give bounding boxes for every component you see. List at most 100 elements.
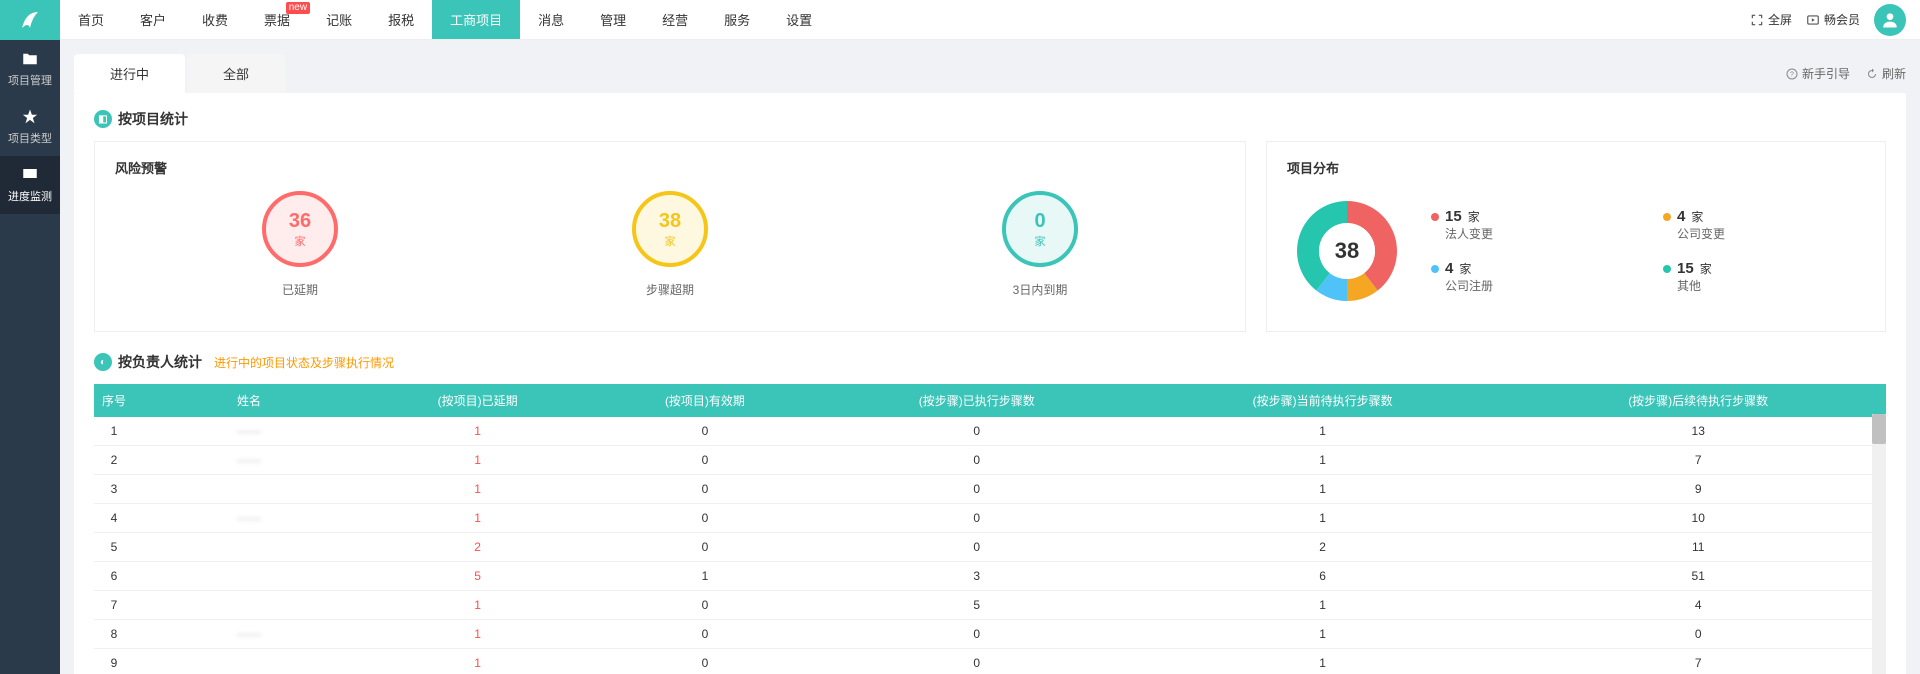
tab-0[interactable]: 进行中 bbox=[74, 54, 185, 93]
topnav-item-7[interactable]: 消息 bbox=[520, 0, 582, 39]
topnav-item-8[interactable]: 管理 bbox=[582, 0, 644, 39]
topnav-item-9[interactable]: 经营 bbox=[644, 0, 706, 39]
table-cell: 5 bbox=[364, 562, 591, 591]
risk-circle-1[interactable]: 38家步骤超期 bbox=[632, 191, 708, 298]
table-cell bbox=[134, 533, 364, 562]
table-row[interactable]: 310019 bbox=[94, 475, 1886, 504]
topnav-item-2[interactable]: 收费 bbox=[184, 0, 246, 39]
fullscreen-icon bbox=[1750, 13, 1764, 27]
sidebar-item-2[interactable]: 进度监测 bbox=[0, 156, 60, 214]
topnav-item-5[interactable]: 报税 bbox=[370, 0, 432, 39]
topnav-item-6[interactable]: 工商项目 bbox=[432, 0, 520, 39]
table-header-5[interactable]: (按步骤)当前待执行步骤数 bbox=[1135, 384, 1511, 417]
table-cell: 1 bbox=[1135, 475, 1511, 504]
table-header-4[interactable]: (按步骤)已执行步骤数 bbox=[819, 384, 1135, 417]
table-row[interactable]: 710514 bbox=[94, 591, 1886, 620]
member-button[interactable]: 畅会员 bbox=[1806, 11, 1860, 28]
table-row[interactable]: 4——100110 bbox=[94, 504, 1886, 533]
table-cell: 8 bbox=[94, 620, 134, 649]
table-cell: 1 bbox=[1135, 446, 1511, 475]
sidebar-item-1[interactable]: 项目类型 bbox=[0, 98, 60, 156]
table-cell: 0 bbox=[819, 620, 1135, 649]
help-icon: ? bbox=[1786, 68, 1798, 80]
sidebar-item-0[interactable]: 项目管理 bbox=[0, 40, 60, 98]
fullscreen-label: 全屏 bbox=[1768, 11, 1792, 28]
legend-item-2[interactable]: 4家公司注册 bbox=[1431, 260, 1633, 294]
table-row[interactable]: 2——10017 bbox=[94, 446, 1886, 475]
stats-row: 风险预警 36家已延期38家步骤超期0家3日内到期 项目分布 38 15家法人变… bbox=[94, 141, 1886, 332]
tabs-actions: ? 新手引导 刷新 bbox=[1786, 65, 1906, 82]
stats-panel: ◧ 按项目统计 风险预警 36家已延期38家步骤超期0家3日内到期 项目分布 3… bbox=[74, 93, 1906, 674]
tab-1[interactable]: 全部 bbox=[187, 54, 285, 93]
risk-circle-2[interactable]: 0家3日内到期 bbox=[1002, 191, 1078, 298]
tabs-row: 进行中全部 ? 新手引导 刷新 bbox=[74, 54, 1906, 93]
table-row[interactable]: 1——100113 bbox=[94, 417, 1886, 446]
table-header-0[interactable]: 序号 bbox=[94, 384, 134, 417]
table-cell: 1 bbox=[1135, 620, 1511, 649]
risk-circle-0[interactable]: 36家已延期 bbox=[262, 191, 338, 298]
table-cell: 7 bbox=[1510, 649, 1886, 674]
table-cell: 0 bbox=[591, 591, 818, 620]
table-cell: 1 bbox=[591, 562, 818, 591]
section-title-owner: ◐ 按负责人统计 进行中的项目状态及步骤执行情况 bbox=[94, 352, 1886, 372]
table-cell: —— bbox=[134, 417, 364, 446]
monitor-icon bbox=[21, 166, 39, 184]
avatar[interactable] bbox=[1874, 4, 1906, 36]
table-cell: 5 bbox=[819, 591, 1135, 620]
section-icon: ◐ bbox=[94, 353, 112, 371]
section-icon: ◧ bbox=[94, 110, 112, 128]
distribution-panel: 项目分布 38 15家法人变更4家公司变更4家公司注册15家其他 bbox=[1266, 141, 1886, 332]
table-row[interactable]: 910017 bbox=[94, 649, 1886, 674]
refresh-button[interactable]: 刷新 bbox=[1866, 65, 1906, 82]
table-cell: 1 bbox=[364, 591, 591, 620]
logo[interactable] bbox=[0, 0, 60, 40]
table-cell: 0 bbox=[591, 533, 818, 562]
donut-chart: 38 bbox=[1287, 191, 1407, 311]
table-cell: 1 bbox=[1135, 649, 1511, 674]
table-row[interactable]: 6513651 bbox=[94, 562, 1886, 591]
table-header-2[interactable]: (按项目)已延期 bbox=[364, 384, 591, 417]
table-cell: 9 bbox=[1510, 475, 1886, 504]
table-cell: 0 bbox=[591, 504, 818, 533]
table-header-1[interactable]: 姓名 bbox=[134, 384, 364, 417]
risk-panel: 风险预警 36家已延期38家步骤超期0家3日内到期 bbox=[94, 141, 1246, 332]
badge-new: new bbox=[286, 2, 310, 14]
topnav-item-0[interactable]: 首页 bbox=[60, 0, 122, 39]
table-cell: 1 bbox=[364, 446, 591, 475]
table-cell bbox=[134, 475, 364, 504]
table-cell bbox=[134, 649, 364, 674]
table-cell bbox=[134, 562, 364, 591]
table-header-3[interactable]: (按项目)有效期 bbox=[591, 384, 818, 417]
table-cell: 10 bbox=[1510, 504, 1886, 533]
scrollbar-track[interactable] bbox=[1872, 414, 1886, 674]
table-header-6[interactable]: (按步骤)后续待执行步骤数 bbox=[1510, 384, 1886, 417]
svg-text:?: ? bbox=[1790, 71, 1794, 78]
topnav: 首页客户收费票据new记账报税工商项目消息管理经营服务设置 bbox=[60, 0, 1750, 39]
table-cell: 51 bbox=[1510, 562, 1886, 591]
table-cell: 0 bbox=[591, 649, 818, 674]
table-cell: 0 bbox=[591, 475, 818, 504]
scrollbar-thumb[interactable] bbox=[1872, 414, 1886, 444]
legend-item-1[interactable]: 4家公司变更 bbox=[1663, 208, 1865, 242]
section-title-stats: ◧ 按项目统计 bbox=[94, 109, 1886, 129]
topnav-item-11[interactable]: 设置 bbox=[768, 0, 830, 39]
topnav-item-4[interactable]: 记账 bbox=[308, 0, 370, 39]
topnav-item-1[interactable]: 客户 bbox=[122, 0, 184, 39]
table-cell: 1 bbox=[1135, 591, 1511, 620]
table-cell: 7 bbox=[94, 591, 134, 620]
table-cell: 0 bbox=[819, 417, 1135, 446]
topnav-item-10[interactable]: 服务 bbox=[706, 0, 768, 39]
legend-item-3[interactable]: 15家其他 bbox=[1663, 260, 1865, 294]
distribution-legend: 15家法人变更 4家公司变更 4家公司注册 15家其他 bbox=[1431, 208, 1865, 294]
table-cell: 13 bbox=[1510, 417, 1886, 446]
table-cell: 1 bbox=[364, 620, 591, 649]
table-row[interactable]: 5200211 bbox=[94, 533, 1886, 562]
fullscreen-button[interactable]: 全屏 bbox=[1750, 11, 1792, 28]
table-row[interactable]: 8——10010 bbox=[94, 620, 1886, 649]
table-cell: 1 bbox=[364, 649, 591, 674]
guide-button[interactable]: ? 新手引导 bbox=[1786, 65, 1850, 82]
topnav-item-3[interactable]: 票据new bbox=[246, 0, 308, 39]
table-cell: —— bbox=[134, 446, 364, 475]
table-cell: 0 bbox=[591, 620, 818, 649]
legend-item-0[interactable]: 15家法人变更 bbox=[1431, 208, 1633, 242]
